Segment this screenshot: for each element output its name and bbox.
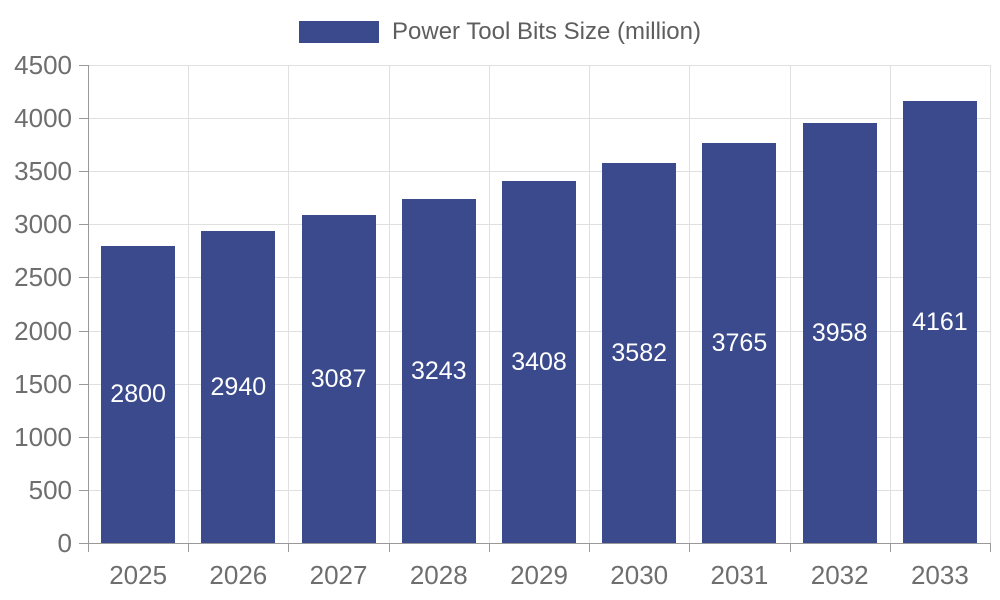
x-tick-label: 2025 (109, 560, 168, 590)
y-tick-label: 2000 (14, 315, 72, 346)
bar-value-label: 3765 (711, 329, 768, 358)
bar[interactable] (101, 245, 176, 543)
y-tick (79, 383, 88, 385)
y-tick-label: 3000 (14, 209, 72, 240)
x-tick-label: 2028 (409, 560, 468, 590)
x-grid-line (589, 65, 591, 543)
bar-value-label: 3408 (511, 347, 567, 376)
y-tick-label: 4000 (14, 103, 72, 134)
y-tick (79, 224, 88, 226)
x-axis-line (79, 543, 990, 544)
x-grid-line (488, 65, 490, 543)
x-grid-line (990, 65, 991, 543)
x-grid-line (689, 65, 691, 543)
bar[interactable] (702, 143, 777, 543)
x-tick (288, 543, 290, 552)
x-tick-label: 2033 (910, 560, 969, 590)
bar-value-label: 3582 (611, 338, 668, 367)
bar[interactable] (201, 230, 276, 543)
y-tick (79, 171, 88, 173)
x-tick (889, 543, 891, 552)
bar-value-label: 2940 (210, 372, 267, 401)
bar[interactable] (301, 215, 376, 543)
y-grid-line (88, 65, 990, 66)
x-tick-label: 2027 (309, 560, 368, 590)
x-tick-label: 2032 (810, 560, 869, 590)
x-tick (488, 543, 490, 552)
x-tick (188, 543, 190, 552)
bar-value-label: 3087 (310, 365, 367, 394)
legend-label: Power Tool Bits Size (million) (392, 18, 701, 45)
y-tick (79, 277, 88, 279)
x-tick-label: 2026 (209, 560, 268, 590)
x-grid-line (789, 65, 791, 543)
y-tick-label: 0 (57, 528, 72, 558)
y-tick-label: 500 (28, 474, 72, 505)
bar-value-label: 3958 (811, 318, 868, 347)
legend-item[interactable]: Power Tool Bits Size (million) (299, 18, 701, 46)
y-tick-label: 2500 (14, 262, 72, 293)
bar[interactable] (602, 162, 677, 543)
x-tick-label: 2031 (710, 560, 769, 590)
y-tick (79, 118, 88, 120)
bar-value-label: 4161 (912, 308, 968, 336)
y-tick-label: 3500 (14, 156, 72, 187)
y-tick-label: 1500 (14, 368, 72, 399)
x-grid-line (188, 65, 190, 543)
x-grid-line (288, 65, 290, 543)
x-grid-line (388, 65, 390, 543)
bar[interactable] (502, 180, 576, 543)
x-tick (990, 543, 991, 552)
y-tick-label: 1000 (14, 421, 72, 452)
legend-swatch (299, 21, 379, 43)
x-grid-line (889, 65, 891, 543)
x-tick (388, 543, 390, 552)
y-tick (79, 65, 88, 66)
x-tick-label: 2029 (510, 560, 568, 590)
y-tick-label: 4500 (14, 50, 72, 80)
y-tick (79, 330, 88, 332)
y-grid-line (88, 118, 990, 120)
x-tick-label: 2030 (610, 560, 669, 590)
bar[interactable] (802, 122, 877, 543)
x-tick (789, 543, 791, 552)
bar[interactable] (401, 198, 476, 543)
bar-value-label: 2800 (110, 380, 166, 409)
y-axis-line (88, 65, 89, 552)
bar[interactable] (902, 101, 977, 543)
y-grid-line (88, 171, 990, 173)
x-tick (689, 543, 691, 552)
x-tick (589, 543, 591, 552)
bar-value-label: 3243 (410, 356, 467, 385)
y-tick (79, 436, 88, 438)
y-tick (79, 489, 88, 491)
